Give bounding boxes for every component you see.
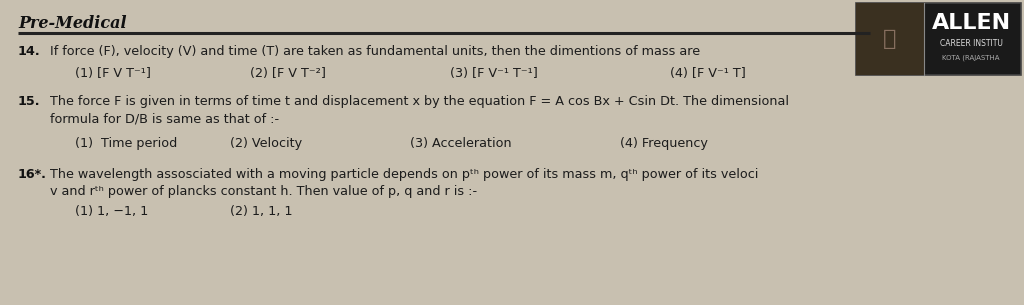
Text: The wavelength assosciated with a moving particle depends on pᵗʰ power of its ma: The wavelength assosciated with a moving… bbox=[50, 168, 759, 181]
Text: (4) [F V⁻¹ T]: (4) [F V⁻¹ T] bbox=[670, 67, 745, 80]
Text: KOTA (RAJASTHA: KOTA (RAJASTHA bbox=[942, 55, 999, 61]
Text: If force (F), velocity (V) and time (T) are taken as fundamental units, then the: If force (F), velocity (V) and time (T) … bbox=[50, 45, 700, 58]
Text: (1) 1, −1, 1: (1) 1, −1, 1 bbox=[75, 205, 148, 218]
Text: (3) Acceleration: (3) Acceleration bbox=[410, 137, 512, 150]
Text: v and rᵗʰ power of plancks constant h. Then value of p, q and r is :-: v and rᵗʰ power of plancks constant h. T… bbox=[50, 185, 477, 198]
Text: Pre-Medical: Pre-Medical bbox=[18, 15, 127, 32]
Text: formula for D/B is same as that of :-: formula for D/B is same as that of :- bbox=[50, 113, 280, 126]
Text: (2) Velocity: (2) Velocity bbox=[230, 137, 302, 150]
Text: CAREER INSTITU: CAREER INSTITU bbox=[940, 38, 1002, 48]
Bar bbox=[856, 3, 1021, 75]
Bar bbox=[856, 3, 924, 75]
Text: (3) [F V⁻¹ T⁻¹]: (3) [F V⁻¹ T⁻¹] bbox=[450, 67, 538, 80]
Text: (4) Frequency: (4) Frequency bbox=[620, 137, 708, 150]
Text: ALLEN: ALLEN bbox=[932, 13, 1011, 33]
Text: 🦁: 🦁 bbox=[884, 29, 897, 49]
Text: 16*.: 16*. bbox=[18, 168, 47, 181]
Text: (1) [F V T⁻¹]: (1) [F V T⁻¹] bbox=[75, 67, 151, 80]
Text: (1)  Time period: (1) Time period bbox=[75, 137, 177, 150]
Text: (2) [F V T⁻²]: (2) [F V T⁻²] bbox=[250, 67, 326, 80]
Text: 14.: 14. bbox=[18, 45, 41, 58]
Text: (2) 1, 1, 1: (2) 1, 1, 1 bbox=[230, 205, 293, 218]
Text: The force F is given in terms of time t and displacement x by the equation F = A: The force F is given in terms of time t … bbox=[50, 95, 790, 108]
Text: 15.: 15. bbox=[18, 95, 41, 108]
